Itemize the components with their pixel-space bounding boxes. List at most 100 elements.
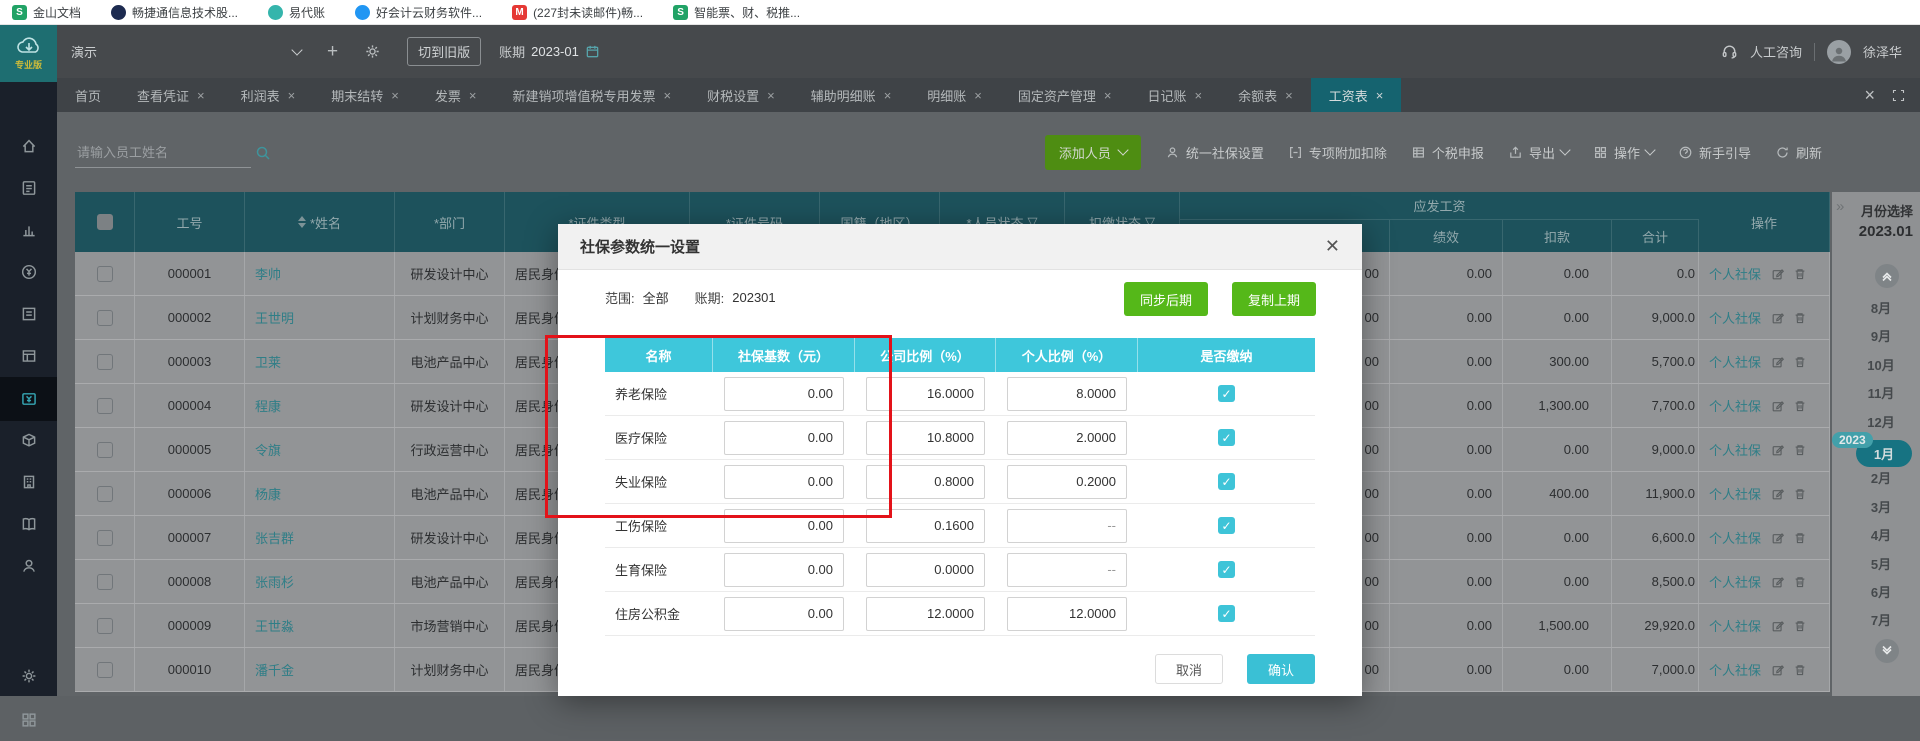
row-checkbox[interactable]	[96, 265, 113, 282]
personal-insurance-link[interactable]: 个人社保	[1709, 443, 1762, 458]
employee-name-link[interactable]: 卫莱	[255, 355, 282, 370]
checked-checkbox[interactable]: ✓	[1218, 561, 1235, 578]
action-刷新[interactable]: 刷新	[1775, 143, 1822, 162]
month-item-4月[interactable]: 4月	[1870, 528, 1892, 544]
employee-name-link[interactable]: 杨康	[255, 487, 282, 502]
action-新手引导[interactable]: 新手引导	[1678, 143, 1751, 162]
app-logo[interactable]: 专业版	[0, 25, 57, 82]
employee-name-link[interactable]: 王世明	[255, 311, 295, 326]
month-item-11月[interactable]: 11月	[1867, 386, 1895, 402]
add-account-icon[interactable]: +	[327, 41, 339, 62]
insurance-base-input[interactable]: 0.00	[724, 552, 844, 587]
row-checkbox[interactable]	[96, 309, 113, 326]
tab-首页[interactable]: 首页	[57, 78, 119, 112]
checked-checkbox[interactable]: ✓	[1218, 605, 1235, 622]
action-个税申报[interactable]: 个税申报	[1411, 143, 1484, 162]
close-tab-icon[interactable]: ×	[1285, 87, 1293, 103]
row-checkbox[interactable]	[96, 529, 113, 546]
action-统一社保设置[interactable]: 统一社保设置	[1165, 143, 1264, 162]
insurance-base-input[interactable]: 0.00	[724, 464, 844, 499]
collapse-panel-icon[interactable]: »	[1836, 198, 1845, 215]
insurance-base-input[interactable]: 0.00	[724, 420, 844, 455]
select-all-checkbox[interactable]	[96, 214, 113, 230]
scroll-up-icon[interactable]	[1875, 264, 1899, 288]
personal-insurance-link[interactable]: 个人社保	[1709, 531, 1762, 546]
tab-工资表[interactable]: 工资表 ×	[1310, 78, 1402, 112]
edit-icon[interactable]	[1771, 355, 1785, 369]
add-employee-button[interactable]: 添加人员	[1044, 134, 1141, 170]
edit-icon[interactable]	[1771, 399, 1785, 413]
calendar-icon[interactable]	[585, 44, 600, 59]
row-checkbox[interactable]	[96, 397, 113, 414]
edit-icon[interactable]	[1771, 619, 1785, 633]
trash-icon[interactable]	[1793, 663, 1807, 677]
month-item-3月[interactable]: 3月	[1870, 499, 1892, 515]
checked-checkbox[interactable]: ✓	[1218, 429, 1235, 446]
insurance-company-input[interactable]: 12.0000	[866, 596, 985, 631]
personal-insurance-link[interactable]: 个人社保	[1709, 311, 1762, 326]
tab-财税设置[interactable]: 财税设置 ×	[689, 78, 793, 112]
trash-icon[interactable]	[1793, 487, 1807, 501]
sidebar-item-assets[interactable]	[0, 461, 57, 503]
action-操作[interactable]: 操作	[1593, 143, 1656, 162]
checked-checkbox[interactable]: ✓	[1218, 473, 1235, 490]
trash-icon[interactable]	[1793, 619, 1807, 633]
fullscreen-icon[interactable]	[1891, 88, 1906, 103]
month-item-10月[interactable]: 10月	[1867, 357, 1895, 373]
period-value[interactable]: 2023-01	[531, 44, 579, 59]
scroll-down-icon[interactable]	[1875, 639, 1899, 663]
employee-name-link[interactable]: 令旗	[255, 443, 282, 458]
employee-name-link[interactable]: 潘千金	[255, 663, 295, 678]
filter-icon[interactable]: ▽	[1145, 214, 1155, 229]
month-item-2月[interactable]: 2月	[1870, 471, 1892, 487]
personal-insurance-link[interactable]: 个人社保	[1709, 575, 1762, 590]
sidebar-item-home[interactable]	[0, 125, 57, 167]
trash-icon[interactable]	[1793, 531, 1807, 545]
personal-insurance-link[interactable]: 个人社保	[1709, 355, 1762, 370]
sidebar-item-ledger[interactable]	[0, 503, 57, 545]
insurance-personal-input[interactable]: 2.0000	[1007, 420, 1127, 455]
close-all-icon[interactable]: ×	[1864, 84, 1875, 105]
employee-name-link[interactable]: 张雨杉	[255, 575, 295, 590]
insurance-company-input[interactable]: 0.8000	[866, 464, 985, 499]
action-导出[interactable]: 导出	[1508, 143, 1571, 162]
trash-icon[interactable]	[1793, 443, 1807, 457]
bookmark-item[interactable]: S 金山文档	[12, 4, 81, 21]
sidebar-item-salary[interactable]	[0, 377, 57, 421]
close-tab-icon[interactable]: ×	[883, 87, 892, 103]
bookmark-item[interactable]: S 智能票、财、税推...	[673, 4, 800, 21]
confirm-button[interactable]: 确认	[1247, 654, 1315, 684]
personal-insurance-link[interactable]: 个人社保	[1709, 399, 1762, 414]
sort-icon[interactable]	[297, 216, 306, 228]
sidebar-item-funds[interactable]	[0, 251, 57, 293]
row-checkbox[interactable]	[96, 441, 113, 458]
bookmark-item[interactable]: 易代账	[268, 4, 325, 21]
edit-icon[interactable]	[1771, 575, 1785, 589]
edit-icon[interactable]	[1771, 311, 1785, 325]
filter-icon[interactable]: ▽	[1027, 214, 1038, 229]
search-input[interactable]	[75, 144, 255, 161]
personal-insurance-link[interactable]: 个人社保	[1709, 663, 1762, 678]
month-item-1月[interactable]: 1月	[1856, 440, 1912, 467]
insurance-personal-input[interactable]: --	[1007, 552, 1127, 587]
edit-icon[interactable]	[1771, 531, 1785, 545]
tab-辅助明细账[interactable]: 辅助明细账 ×	[793, 78, 910, 112]
close-tab-icon[interactable]: ×	[1103, 87, 1112, 103]
row-checkbox[interactable]	[96, 485, 113, 502]
bookmark-item[interactable]: 好会计云财务软件...	[355, 4, 482, 21]
insurance-base-input[interactable]: 0.00	[724, 596, 844, 631]
employee-name-link[interactable]: 张吉群	[255, 531, 295, 546]
close-tab-icon[interactable]: ×	[663, 87, 672, 103]
sidebar-item-settings[interactable]	[0, 655, 57, 697]
gear-icon[interactable]	[364, 43, 381, 60]
edit-icon[interactable]	[1771, 443, 1785, 457]
search-icon[interactable]	[255, 145, 271, 161]
tab-固定资产管理[interactable]: 固定资产管理 ×	[1000, 78, 1130, 112]
insurance-company-input[interactable]: 10.8000	[866, 420, 985, 455]
insurance-base-input[interactable]: 0.00	[724, 376, 844, 411]
sidebar-item-reports[interactable]	[0, 209, 57, 251]
month-item-6月[interactable]: 6月	[1870, 585, 1892, 600]
insurance-personal-input[interactable]: 0.2000	[1007, 464, 1127, 499]
company-switcher[interactable]: 演示	[71, 42, 303, 61]
trash-icon[interactable]	[1793, 575, 1807, 589]
